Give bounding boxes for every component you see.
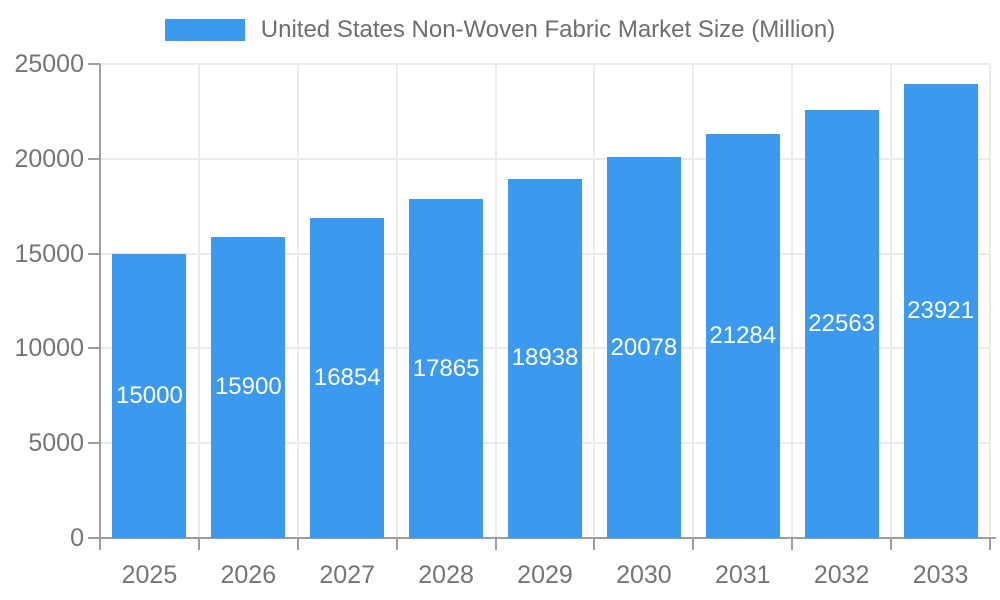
v-gridline — [197, 64, 200, 538]
bar-2030 — [606, 157, 681, 538]
v-gridline — [494, 64, 497, 538]
x-axis-tick-label: 2033 — [912, 561, 969, 589]
bar-value-label: 16854 — [313, 364, 381, 392]
bar-2029 — [508, 178, 582, 538]
bar-2027 — [310, 218, 385, 538]
x-tick — [494, 538, 497, 550]
x-tick — [791, 538, 794, 550]
v-gridline — [791, 64, 794, 538]
v-gridline — [989, 64, 991, 538]
y-tick — [88, 442, 100, 445]
bar-value-label: 21284 — [709, 322, 777, 350]
v-gridline — [395, 64, 398, 538]
bar-2026 — [211, 236, 286, 538]
v-gridline — [692, 64, 695, 538]
x-axis-line — [100, 537, 996, 539]
x-axis-tick-label: 2031 — [714, 561, 771, 589]
x-tick — [395, 538, 398, 550]
y-axis-tick-label: 15000 — [14, 239, 84, 268]
x-axis-tick-label: 2026 — [220, 561, 277, 589]
x-tick — [692, 538, 695, 550]
y-axis-line — [99, 64, 101, 538]
v-gridline — [593, 64, 596, 538]
y-tick — [88, 157, 100, 160]
y-axis-tick-label: 10000 — [14, 334, 84, 363]
bar-value-label: 15900 — [214, 373, 282, 401]
x-axis-tick-label: 2025 — [121, 561, 178, 589]
x-tick — [296, 538, 299, 550]
x-tick — [989, 538, 991, 550]
legend-swatch — [164, 19, 245, 41]
h-gridline — [100, 157, 990, 160]
bar-2028 — [409, 199, 484, 538]
legend[interactable]: United States Non-Woven Fabric Market Si… — [0, 12, 1000, 48]
h-gridline — [100, 63, 990, 65]
x-axis-tick-label: 2032 — [813, 561, 870, 589]
bar-value-label: 15000 — [116, 381, 183, 409]
v-gridline — [296, 64, 299, 538]
bar-2032 — [804, 110, 879, 538]
v-gridline — [890, 64, 893, 538]
legend-label: United States Non-Woven Fabric Market Si… — [260, 16, 836, 43]
bar-value-label: 20078 — [610, 333, 678, 361]
x-tick — [890, 538, 893, 550]
y-axis-tick-label: 20000 — [14, 144, 84, 173]
x-axis-tick-label: 2029 — [517, 561, 573, 589]
y-tick — [88, 537, 100, 539]
y-axis-tick-label: 5000 — [28, 429, 84, 458]
bar-value-label: 18938 — [511, 344, 579, 372]
bar-2033 — [903, 84, 978, 538]
y-tick — [88, 63, 100, 65]
bar-2031 — [705, 134, 780, 538]
x-axis-tick-label: 2027 — [319, 561, 376, 589]
y-tick — [88, 347, 100, 350]
x-axis-tick-label: 2030 — [616, 561, 672, 589]
x-tick — [99, 538, 101, 550]
y-axis-tick-label: 25000 — [14, 50, 84, 78]
x-tick — [197, 538, 200, 550]
bar-value-label: 17865 — [412, 354, 480, 382]
bar-value-label: 22563 — [808, 310, 876, 338]
bar-value-label: 23921 — [907, 297, 974, 325]
y-axis-tick-label: 0 — [70, 524, 84, 552]
y-tick — [88, 252, 100, 255]
x-axis-tick-label: 2028 — [418, 561, 474, 589]
x-tick — [593, 538, 596, 550]
bar-2025 — [112, 253, 187, 538]
